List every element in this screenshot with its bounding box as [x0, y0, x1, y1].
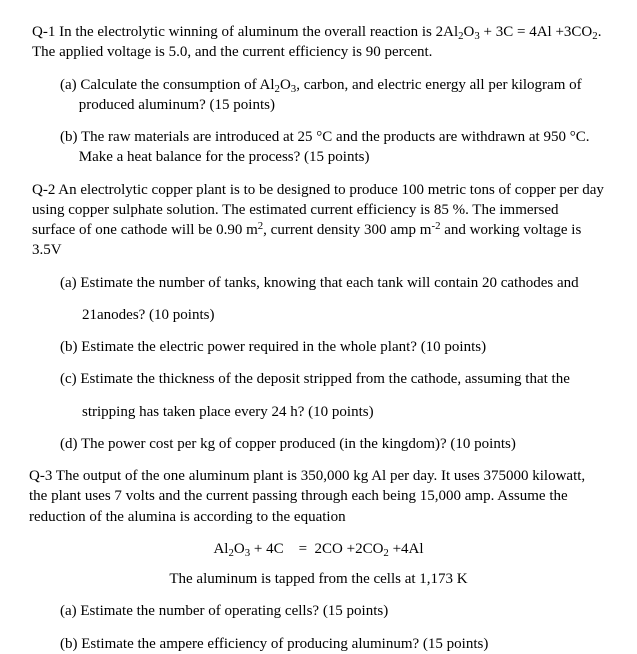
q2-intro: Q-2 An electrolytic copper plant is to b…	[32, 180, 605, 261]
q2-a-line2: 21anodes? (10 points)	[82, 305, 605, 325]
q3-b: (b) Estimate the ampere efficiency of pr…	[60, 634, 605, 654]
q3-a: (a) Estimate the number of operating cel…	[60, 601, 605, 621]
q1-b: (b) The raw materials are introduced at …	[60, 127, 605, 168]
q2-a-line1: (a) Estimate the number of tanks, knowin…	[60, 273, 605, 293]
q2-c-line2: stripping has taken place every 24 h? (1…	[82, 402, 605, 422]
q3-intro: Q-3 The output of the one aluminum plant…	[29, 466, 605, 527]
q2-c-line1: (c) Estimate the thickness of the deposi…	[60, 369, 605, 389]
q2-d: (d) The power cost per kg of copper prod…	[60, 434, 605, 454]
q3-equation: Al2O3 + 4C = 2CO +2CO2 +4Al	[32, 539, 605, 559]
q2-b: (b) Estimate the electric power required…	[60, 337, 605, 357]
q3-note: The aluminum is tapped from the cells at…	[32, 569, 605, 589]
q1-a: (a) Calculate the consumption of Al2O3, …	[60, 75, 605, 116]
q1-intro: Q-1 In the electrolytic winning of alumi…	[32, 22, 605, 63]
